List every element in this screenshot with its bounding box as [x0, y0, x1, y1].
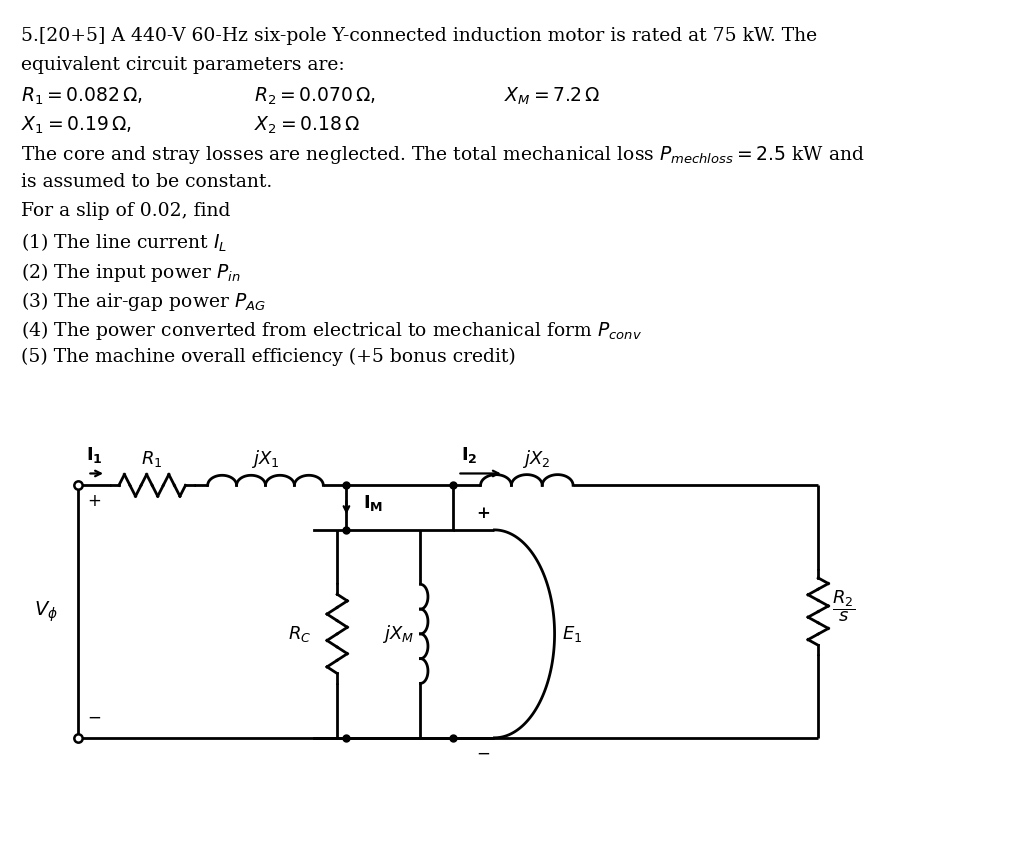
Text: For a slip of 0.02, find: For a slip of 0.02, find: [20, 202, 230, 220]
Text: $-$: $-$: [88, 709, 102, 726]
Text: 5.[20+5] A 440-V 60-Hz six-pole Y-connected induction motor is rated at 75 kW. T: 5.[20+5] A 440-V 60-Hz six-pole Y-connec…: [20, 27, 817, 45]
Text: $R_C$: $R_C$: [288, 624, 311, 644]
Text: (5) The machine overall efficiency (+5 bonus credit): (5) The machine overall efficiency (+5 b…: [20, 348, 516, 367]
Text: $X_2 = 0.18\,\Omega$: $X_2 = 0.18\,\Omega$: [254, 114, 360, 136]
Text: The core and stray losses are neglected. The total mechanical loss $P_{mechloss}: The core and stray losses are neglected.…: [20, 144, 865, 166]
Text: (1) The line current $I_L$: (1) The line current $I_L$: [20, 231, 227, 254]
Text: $R_1 = 0.082\,\Omega,$: $R_1 = 0.082\,\Omega,$: [20, 85, 143, 107]
Text: $jX_2$: $jX_2$: [522, 447, 550, 469]
Text: $X_1 = 0.19\,\Omega,$: $X_1 = 0.19\,\Omega,$: [20, 114, 131, 136]
Text: $\dfrac{R_2}{s}$: $\dfrac{R_2}{s}$: [833, 589, 855, 625]
Text: $E_1$: $E_1$: [561, 624, 582, 644]
Text: (2) The input power $P_{in}$: (2) The input power $P_{in}$: [20, 261, 240, 283]
Text: $+$: $+$: [88, 494, 102, 510]
Text: (4) The power converted from electrical to mechanical form $P_{conv}$: (4) The power converted from electrical …: [20, 319, 642, 342]
Text: equivalent circuit parameters are:: equivalent circuit parameters are:: [20, 56, 344, 74]
Text: $\mathbf{I_M}$: $\mathbf{I_M}$: [363, 493, 383, 513]
Text: +: +: [477, 505, 490, 522]
Text: is assumed to be constant.: is assumed to be constant.: [20, 173, 272, 191]
Text: $X_M = 7.2\,\Omega$: $X_M = 7.2\,\Omega$: [503, 85, 600, 107]
Text: $\mathbf{I_1}$: $\mathbf{I_1}$: [87, 445, 103, 464]
Text: $R_2 = 0.070\,\Omega,$: $R_2 = 0.070\,\Omega,$: [254, 85, 376, 107]
Text: $jX_M$: $jX_M$: [381, 623, 414, 645]
Text: $V_\phi$: $V_\phi$: [34, 600, 58, 624]
Text: $R_1$: $R_1$: [142, 448, 163, 468]
Text: $jX_1$: $jX_1$: [252, 447, 279, 469]
Text: $\mathbf{I_2}$: $\mathbf{I_2}$: [462, 445, 478, 464]
Text: $-$: $-$: [476, 745, 490, 762]
Text: (3) The air-gap power $P_{AG}$: (3) The air-gap power $P_{AG}$: [20, 290, 266, 313]
